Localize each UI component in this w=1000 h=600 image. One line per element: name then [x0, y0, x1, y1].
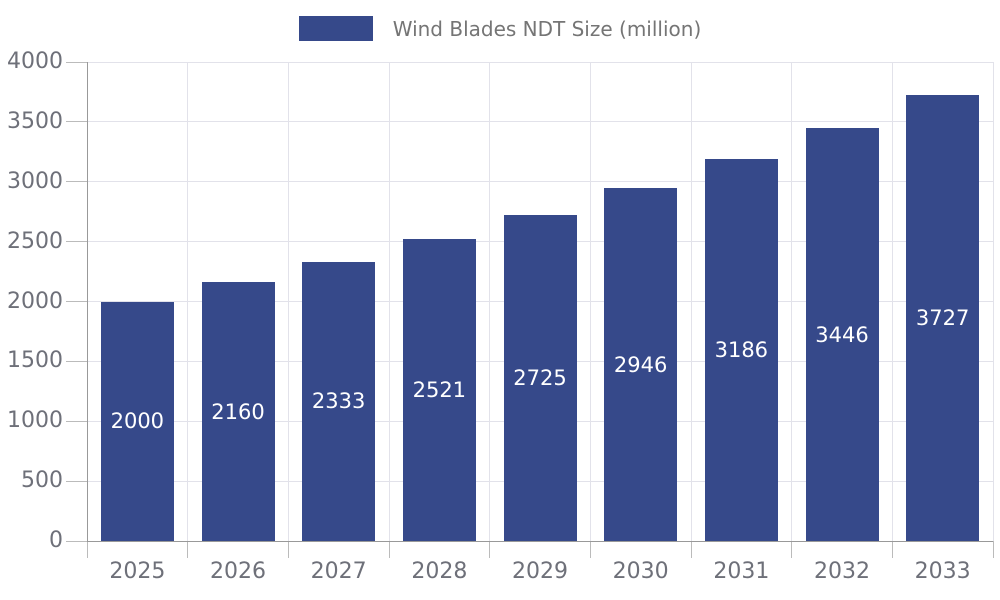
x-tick-label: 2027	[310, 559, 367, 584]
bar[interactable]	[100, 301, 174, 541]
y-axis-tick	[66, 181, 87, 183]
bar[interactable]	[201, 282, 275, 541]
x-tick-label: 2032	[813, 559, 870, 584]
v-gridline	[388, 62, 390, 541]
y-tick-label: 2000	[7, 288, 63, 314]
y-axis-line	[87, 62, 88, 541]
x-tick-label: 2033	[914, 559, 971, 584]
x-axis-tick	[187, 541, 189, 558]
x-axis-tick	[287, 541, 289, 558]
y-tick-label: 4000	[7, 49, 63, 74]
v-gridline	[489, 62, 491, 541]
v-gridline	[187, 62, 189, 541]
x-tick-label: 2028	[411, 559, 468, 584]
x-axis-tick	[690, 541, 692, 558]
x-axis-tick	[589, 541, 591, 558]
bar[interactable]	[503, 214, 577, 541]
y-axis-tick	[66, 61, 87, 63]
y-axis-tick	[66, 301, 87, 302]
v-gridline	[992, 62, 994, 541]
bar[interactable]	[604, 188, 678, 541]
v-gridline	[891, 62, 893, 541]
bar[interactable]	[302, 261, 376, 541]
h-gridline	[87, 61, 993, 63]
x-axis-tick	[489, 541, 491, 558]
y-tick-label: 2500	[7, 228, 63, 254]
x-axis-tick	[388, 541, 390, 558]
y-tick-label: 500	[21, 468, 63, 494]
x-axis-tick	[791, 541, 793, 558]
v-gridline	[589, 62, 591, 541]
x-tick-label: 2026	[209, 559, 266, 584]
legend-swatch	[298, 16, 373, 41]
bar[interactable]	[402, 239, 476, 541]
bar[interactable]	[805, 128, 879, 541]
legend-label: Wind Blades NDT Size (million)	[392, 16, 702, 41]
h-gridline	[87, 181, 993, 183]
y-tick-label: 1500	[7, 348, 63, 374]
y-axis-tick	[66, 241, 87, 243]
y-tick-label: 3500	[7, 108, 63, 134]
y-tick-label: 3000	[7, 168, 63, 194]
x-axis-tick	[86, 541, 88, 558]
y-axis-tick	[66, 360, 87, 362]
v-gridline	[791, 62, 793, 541]
y-tick-label: 0	[49, 528, 63, 553]
bar[interactable]	[704, 159, 778, 541]
bar[interactable]	[906, 94, 980, 541]
y-axis-tick	[66, 121, 87, 123]
x-tick-label: 2029	[511, 559, 568, 584]
x-tick-label: 2030	[612, 559, 669, 584]
x-axis-line	[87, 541, 993, 542]
x-tick-label: 2031	[713, 559, 770, 584]
y-axis-tick	[66, 420, 87, 422]
x-axis-tick	[891, 541, 893, 558]
y-axis-tick	[66, 540, 87, 542]
x-axis-tick	[992, 541, 994, 558]
y-tick-label: 1000	[7, 408, 63, 434]
v-gridline	[690, 62, 692, 541]
v-gridline	[287, 62, 289, 541]
h-gridline	[87, 121, 993, 123]
y-axis-tick	[66, 480, 87, 482]
x-tick-label: 2025	[109, 559, 166, 584]
legend-item[interactable]: Wind Blades NDT Size (million)	[0, 16, 1000, 41]
